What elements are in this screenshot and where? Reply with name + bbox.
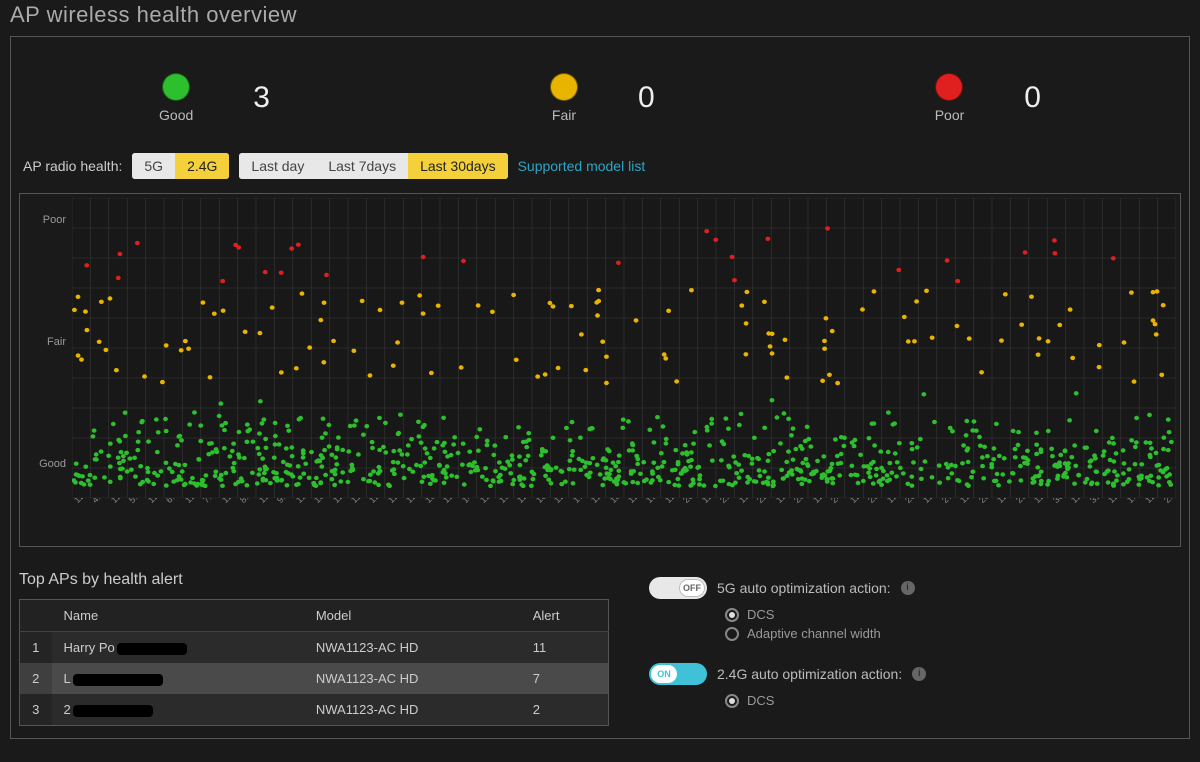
- chart-x-axis: 12:004. Oct12:005. Oct12:006. Oct12:007.…: [72, 498, 1176, 546]
- row-name: Harry Po: [52, 632, 304, 664]
- row-model: NWA1123-AC HD: [304, 663, 521, 694]
- row-name: L: [52, 663, 304, 694]
- range-toggle-last-30days[interactable]: Last 30days: [408, 153, 508, 179]
- range-toggle-group: Last dayLast 7daysLast 30days: [239, 153, 507, 179]
- band-toggle-5g[interactable]: 5G: [132, 153, 175, 179]
- filter-label: AP radio health:: [23, 158, 122, 174]
- row-alert: 11: [521, 632, 609, 664]
- bottom-section: Top APs by health alert NameModelAlert 1…: [19, 547, 1181, 730]
- table-row[interactable]: 2 L NWA1123-AC HD 7: [20, 663, 609, 694]
- radio-dcs[interactable]: [725, 608, 739, 622]
- band-toggle-group: 5G2.4G: [132, 153, 229, 179]
- table-header: Alert: [521, 600, 609, 632]
- row-model: NWA1123-AC HD: [304, 694, 521, 726]
- row-alert: 7: [521, 663, 609, 694]
- status-dot-poor: [935, 73, 963, 101]
- health-chart: Poor Fair Good 12:004. Oct12:005. Oct12:00…: [19, 193, 1181, 547]
- info-icon[interactable]: i: [912, 667, 926, 681]
- status-dot-good: [162, 73, 190, 101]
- switch-24g[interactable]: ON: [649, 663, 707, 685]
- status-count: 0: [638, 81, 655, 115]
- opt-label: 5G auto optimization action:: [717, 580, 891, 596]
- status-item-poor: Poor 0: [935, 73, 1041, 123]
- band-toggle-2.4g[interactable]: 2.4G: [175, 153, 229, 179]
- opt-block-5g: OFF 5G auto optimization action: i DCS A…: [649, 577, 1181, 641]
- status-label: Good: [159, 107, 193, 123]
- range-toggle-last-day[interactable]: Last day: [239, 153, 316, 179]
- page-title: AP wireless health overview: [10, 0, 1190, 36]
- switch-5g[interactable]: OFF: [649, 577, 707, 599]
- range-toggle-last-7days[interactable]: Last 7days: [316, 153, 408, 179]
- status-label: Poor: [935, 107, 965, 123]
- info-icon[interactable]: i: [901, 581, 915, 595]
- table-header: Name: [52, 600, 304, 632]
- chart-plot: [72, 198, 1176, 498]
- status-item-fair: Fair 0: [550, 73, 655, 123]
- overview-panel: Good 3 Fair 0 Poor 0 AP radio health: 5G…: [10, 36, 1190, 739]
- status-dot-fair: [550, 73, 578, 101]
- row-model: NWA1123-AC HD: [304, 632, 521, 664]
- y-label: Good: [30, 458, 66, 470]
- radio-label: Adaptive channel width: [747, 626, 881, 641]
- status-count: 0: [1024, 81, 1041, 115]
- radio-label: DCS: [747, 693, 774, 708]
- chart-y-axis: Poor Fair Good: [24, 198, 72, 498]
- row-name: 2: [52, 694, 304, 726]
- status-row: Good 3 Fair 0 Poor 0: [19, 55, 1181, 153]
- table-row[interactable]: 1 Harry Po NWA1123-AC HD 11: [20, 632, 609, 664]
- filter-row: AP radio health: 5G2.4G Last dayLast 7da…: [19, 153, 1181, 193]
- radio-dcs[interactable]: [725, 694, 739, 708]
- row-alert: 2: [521, 694, 609, 726]
- opt-block-24g: ON 2.4G auto optimization action: i DCS: [649, 663, 1181, 708]
- table-header: [20, 600, 52, 632]
- radio-label: DCS: [747, 607, 774, 622]
- row-index: 1: [20, 632, 52, 664]
- y-label: Poor: [30, 214, 66, 226]
- status-item-good: Good 3: [159, 73, 270, 123]
- supported-model-link[interactable]: Supported model list: [518, 158, 646, 174]
- top-aps-table: NameModelAlert 1 Harry Po NWA1123-AC HD …: [19, 599, 609, 726]
- x-tick: 2. Nov: [1162, 498, 1176, 505]
- optimization-controls: OFF 5G auto optimization action: i DCS A…: [649, 571, 1181, 730]
- table-row[interactable]: 3 2 NWA1123-AC HD 2: [20, 694, 609, 726]
- status-count: 3: [253, 81, 270, 115]
- top-aps-title: Top APs by health alert: [19, 571, 609, 599]
- y-label: Fair: [30, 336, 66, 348]
- opt-label: 2.4G auto optimization action:: [717, 666, 902, 682]
- row-index: 3: [20, 694, 52, 726]
- table-header: Model: [304, 600, 521, 632]
- radio-adaptive channel width[interactable]: [725, 627, 739, 641]
- status-label: Fair: [552, 107, 576, 123]
- row-index: 2: [20, 663, 52, 694]
